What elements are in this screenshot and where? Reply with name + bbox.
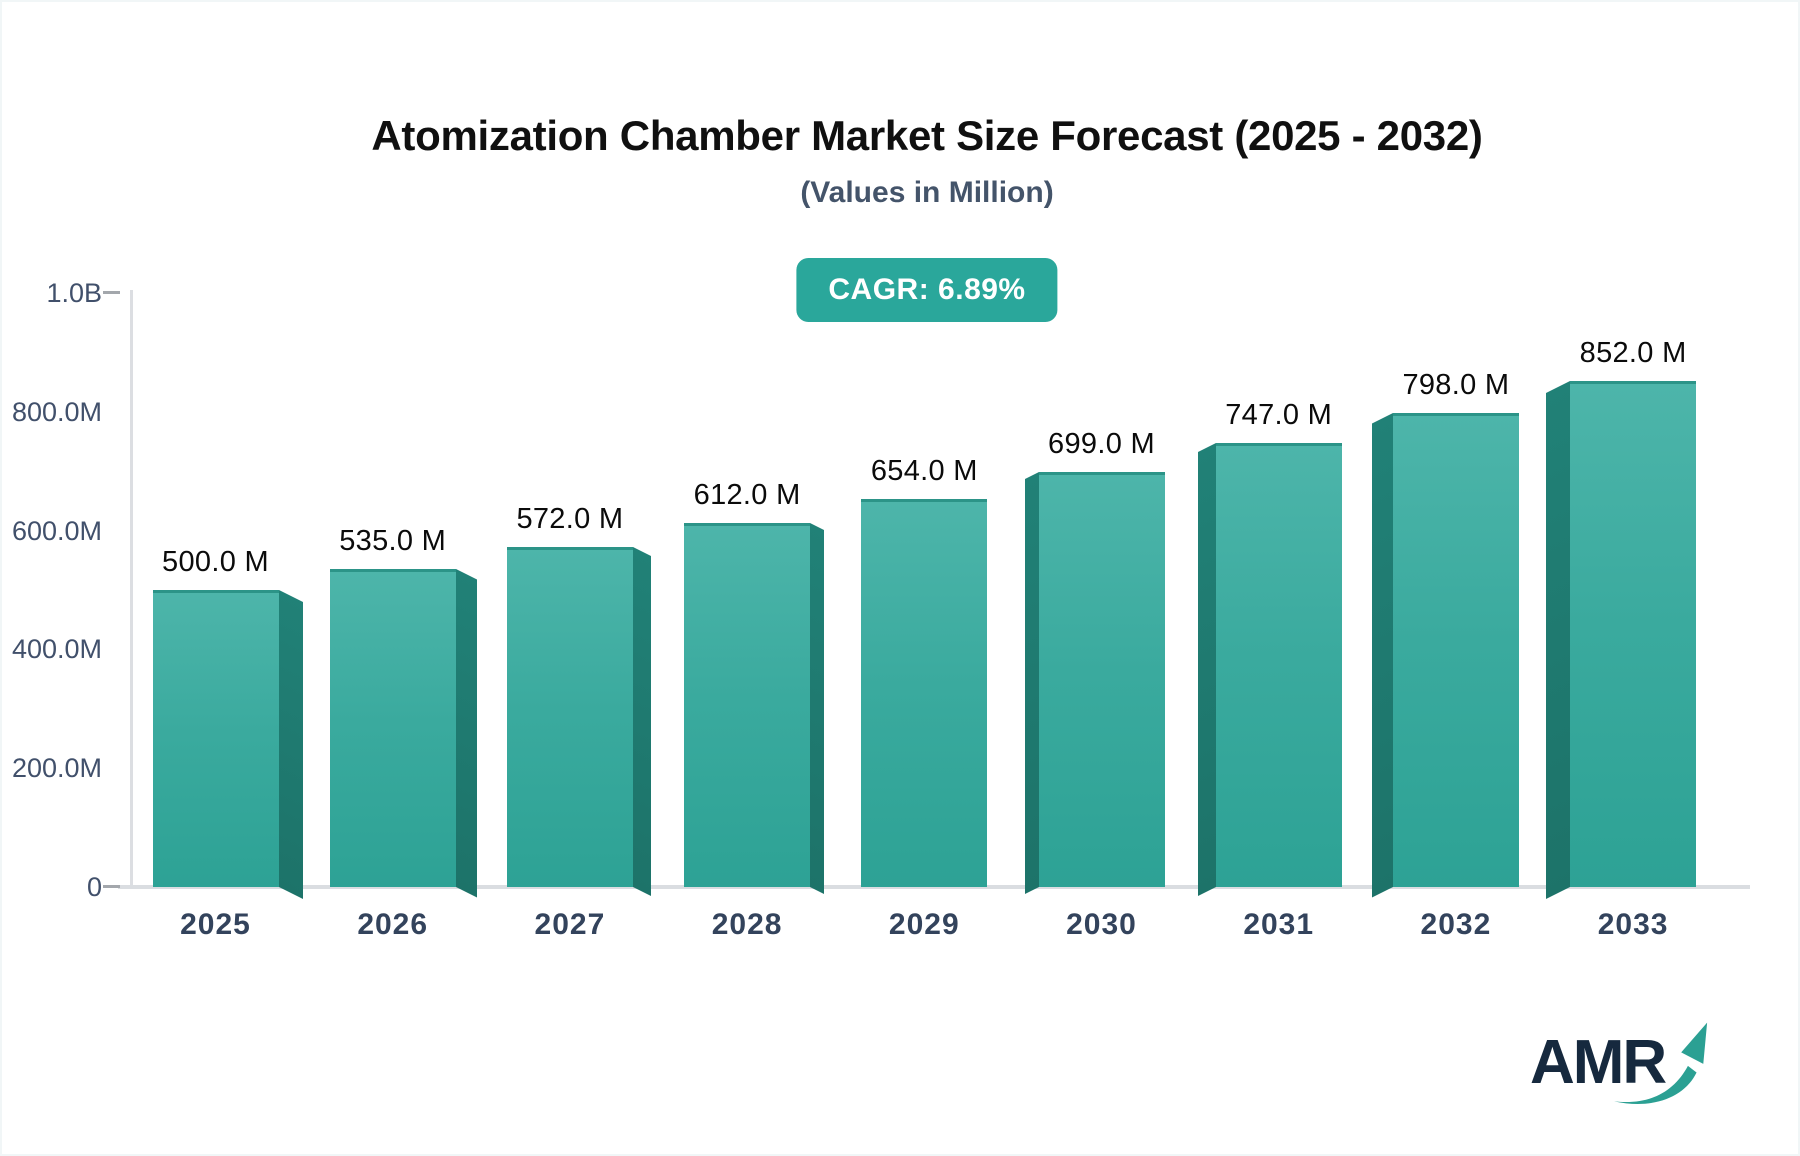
bar-2033[interactable] <box>1570 380 1697 887</box>
y-axis-label-1.0B: 1.0B <box>46 278 102 308</box>
bar-side-2031 <box>1197 443 1216 896</box>
amr-logo-text: AMR <box>1530 1028 1667 1097</box>
y-axis-line <box>130 290 133 889</box>
bar-side-2027 <box>632 547 651 896</box>
bar-2026[interactable] <box>329 569 456 887</box>
bar-side-2028 <box>810 523 825 894</box>
bar-2031[interactable] <box>1215 443 1342 887</box>
bar-value-label-2027: 572.0 M <box>516 503 624 536</box>
growth-arrow-icon <box>1614 1022 1708 1104</box>
x-axis-label-2031: 2031 <box>1243 908 1315 941</box>
x-axis-label-2027: 2027 <box>534 908 606 941</box>
chart-title: Atomization Chamber Market Size Forecast… <box>371 112 1483 159</box>
y-axis-label-400.0M: 400.0M <box>11 634 102 665</box>
y-axis-label-600.0M: 600.0M <box>11 515 102 546</box>
x-axis-label-2030: 2030 <box>1066 908 1137 941</box>
x-axis-label-2029: 2029 <box>888 908 960 941</box>
bar-side-2030 <box>1024 471 1039 894</box>
x-axis-label-2028: 2028 <box>711 908 783 941</box>
y-axis-tick <box>103 291 120 294</box>
bar-2029[interactable] <box>861 498 988 887</box>
y-axis-label-0: 0 <box>86 872 102 902</box>
bar-side-2026 <box>455 569 477 898</box>
x-axis-label-2026: 2026 <box>357 908 429 941</box>
bar-2032[interactable] <box>1392 412 1519 887</box>
bar-2028[interactable] <box>684 523 811 887</box>
bar-value-label-2026: 535.0 M <box>339 525 447 558</box>
bar-value-label-2025: 500.0 M <box>162 546 269 578</box>
x-axis-label-2025: 2025 <box>180 908 251 941</box>
y-axis-label-800.0M: 800.0M <box>11 396 102 427</box>
bar-value-label-2031: 747.0 M <box>1225 399 1333 432</box>
x-axis-label-2032: 2032 <box>1420 908 1492 941</box>
bar-value-label-2030: 699.0 M <box>1048 427 1155 460</box>
bar-side-2032 <box>1371 412 1393 898</box>
y-axis-tick <box>103 885 120 888</box>
bar-value-label-2032: 798.0 M <box>1402 368 1510 401</box>
bar-2030[interactable] <box>1038 471 1165 887</box>
y-axis-label-200.0M: 200.0M <box>11 753 102 784</box>
bar-side-2033 <box>1546 380 1571 899</box>
bar-value-label-2033: 852.0 M <box>1579 336 1687 369</box>
amr-logo: AMR <box>1530 1022 1710 1118</box>
bar-side-2025 <box>278 590 303 900</box>
x-axis-line <box>118 885 1750 889</box>
x-axis-label-2033: 2033 <box>1597 908 1669 941</box>
chart-subtitle: (Values in Million) <box>800 176 1054 209</box>
bar-2027[interactable] <box>506 547 633 887</box>
bar-2025[interactable] <box>152 590 279 887</box>
bar-value-label-2029: 654.0 M <box>870 454 978 487</box>
cagr-badge: CAGR: 6.89% <box>796 258 1058 322</box>
bar-value-label-2028: 612.0 M <box>693 479 801 512</box>
